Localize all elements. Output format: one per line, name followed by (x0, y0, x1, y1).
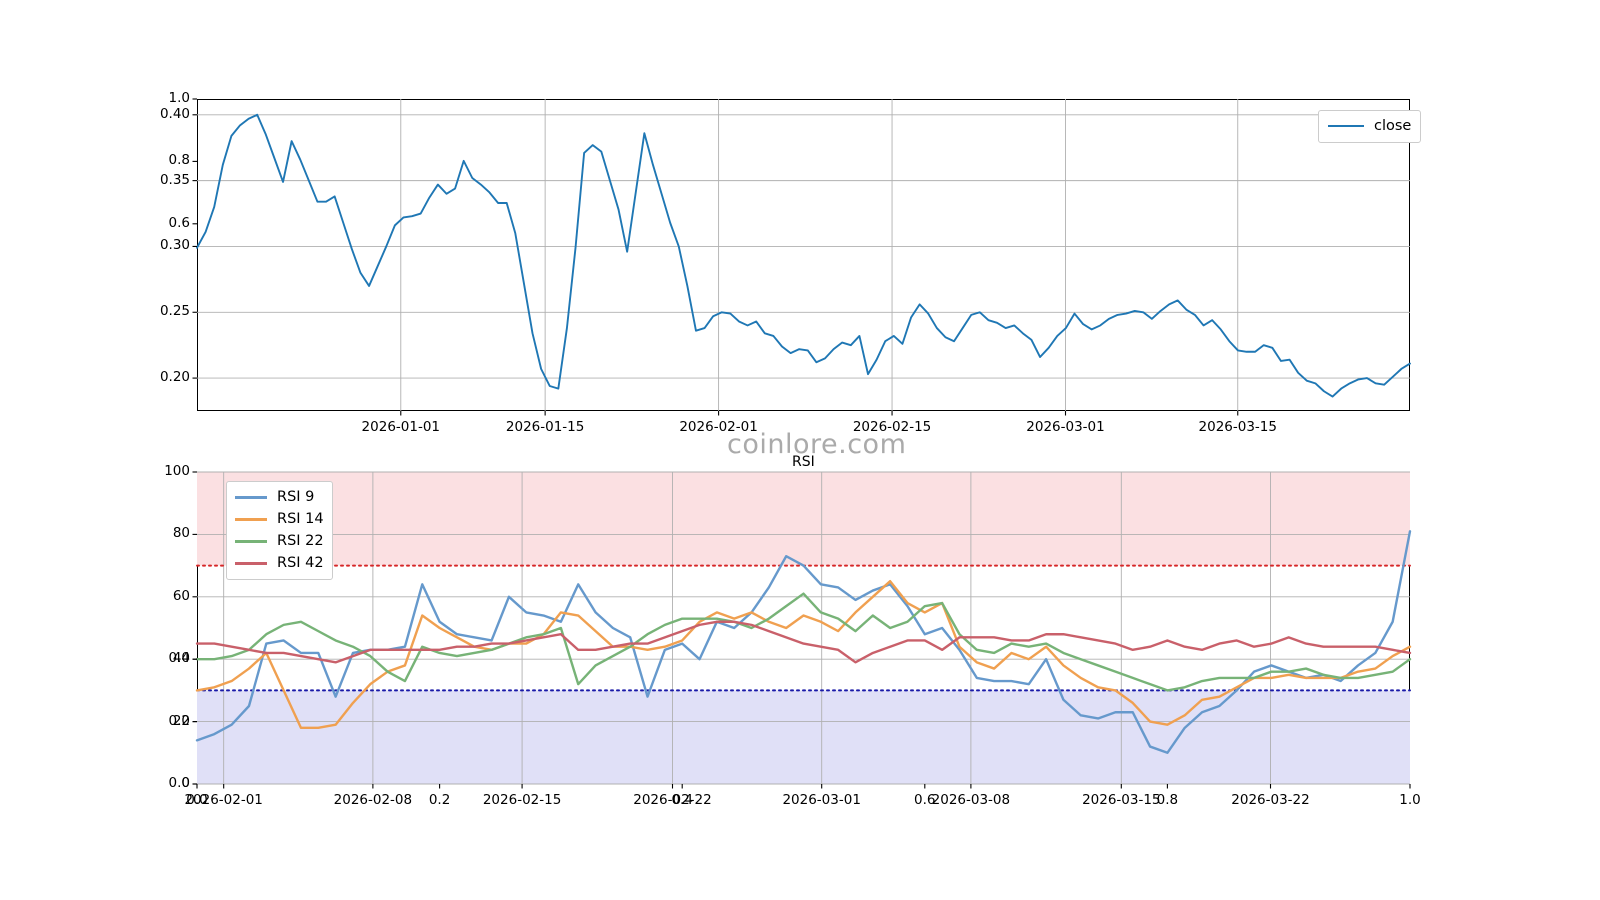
legend-label: close (1374, 118, 1412, 134)
rsi-x-tick: 2026-02-22 (633, 792, 712, 808)
price-y-tick: 0.25 (159, 303, 190, 320)
rsi-y-tick: 20 (172, 712, 190, 729)
rsi-x-tick: 2026-03-22 (1231, 792, 1310, 808)
rsi-y-overlay-tick: 0.4 (168, 650, 190, 667)
price-x-tick: 2026-01-15 (505, 419, 585, 435)
rsi-y-tick: 0 (181, 775, 190, 791)
price-y-overlay-tick: 1.0 (168, 90, 190, 106)
price-y-tick: 0.40 (159, 105, 190, 122)
legend-color-swatch (235, 561, 267, 565)
price-y-tick: 0.20 (159, 369, 190, 386)
price-legend-item[interactable]: close (1328, 116, 1411, 136)
rsi-chart-legend: RSI 9 RSI 14 RSI 22 RSI 42 (226, 481, 333, 580)
legend-color-swatch (235, 517, 267, 521)
rsi-y-tick: 100 (164, 463, 190, 479)
price-x-tick: 2026-03-15 (1198, 419, 1277, 435)
price-y-tick: 0.35 (159, 171, 190, 188)
legend-color-swatch (1328, 125, 1364, 127)
rsi-legend-item[interactable]: RSI 42 (235, 552, 324, 574)
legend-label: RSI 9 (277, 489, 315, 505)
rsi-y-overlay-tick: 0.0 (168, 775, 190, 791)
legend-label: RSI 14 (277, 511, 324, 527)
rsi-chart-plot (192, 471, 1412, 789)
price-x-tick: 2026-03-01 (1026, 419, 1105, 435)
coinlore-watermark: coinlore.com (727, 429, 907, 460)
rsi-x-tick: 2026-02-15 (482, 792, 562, 808)
rsi-x-overlay-tick: 0.6 (914, 792, 936, 808)
price-y-tick: 0.30 (159, 237, 190, 254)
legend-label: RSI 42 (277, 555, 324, 571)
rsi-x-overlay-tick: 1.0 (1399, 792, 1421, 808)
price-x-tick: 2026-02-01 (679, 419, 758, 435)
price-y-overlay-tick: 0.6 (168, 214, 190, 231)
rsi-legend-item[interactable]: RSI 9 (235, 486, 324, 508)
rsi-legend-item[interactable]: RSI 22 (235, 530, 324, 552)
price-y-overlay-tick: 0.8 (168, 152, 190, 169)
rsi-x-tick: 2026-03-15 (1082, 792, 1161, 808)
rsi-x-overlay-tick: 0.0 (186, 792, 208, 808)
rsi-y-tick: 40 (172, 650, 190, 667)
rsi-x-tick: 2026-02-01 (184, 792, 263, 808)
legend-color-swatch (235, 539, 267, 543)
price-x-tick: 2026-02-15 (852, 419, 932, 435)
rsi-x-overlay-tick: 0.8 (1156, 792, 1179, 808)
price-chart-plot (192, 98, 1411, 416)
rsi-x-overlay-tick: 0.4 (671, 792, 693, 808)
rsi-y-tick: 60 (172, 587, 190, 604)
rsi-panel-title: RSI (792, 454, 815, 470)
rsi-x-overlay-tick: 0.2 (428, 792, 451, 808)
rsi-legend-item[interactable]: RSI 14 (235, 508, 324, 530)
rsi-y-tick: 80 (172, 525, 190, 542)
legend-label: RSI 22 (277, 533, 324, 549)
price-chart-legend: close (1318, 110, 1422, 143)
rsi-x-tick: 2026-03-01 (782, 792, 861, 808)
price-x-tick: 2026-01-01 (361, 419, 441, 435)
rsi-x-tick: 2026-02-08 (333, 792, 413, 808)
legend-color-swatch (235, 495, 267, 499)
rsi-x-tick: 2026-03-08 (931, 792, 1011, 808)
rsi-y-overlay-tick: 0.2 (168, 712, 190, 729)
price-chart-panel (197, 99, 1410, 411)
